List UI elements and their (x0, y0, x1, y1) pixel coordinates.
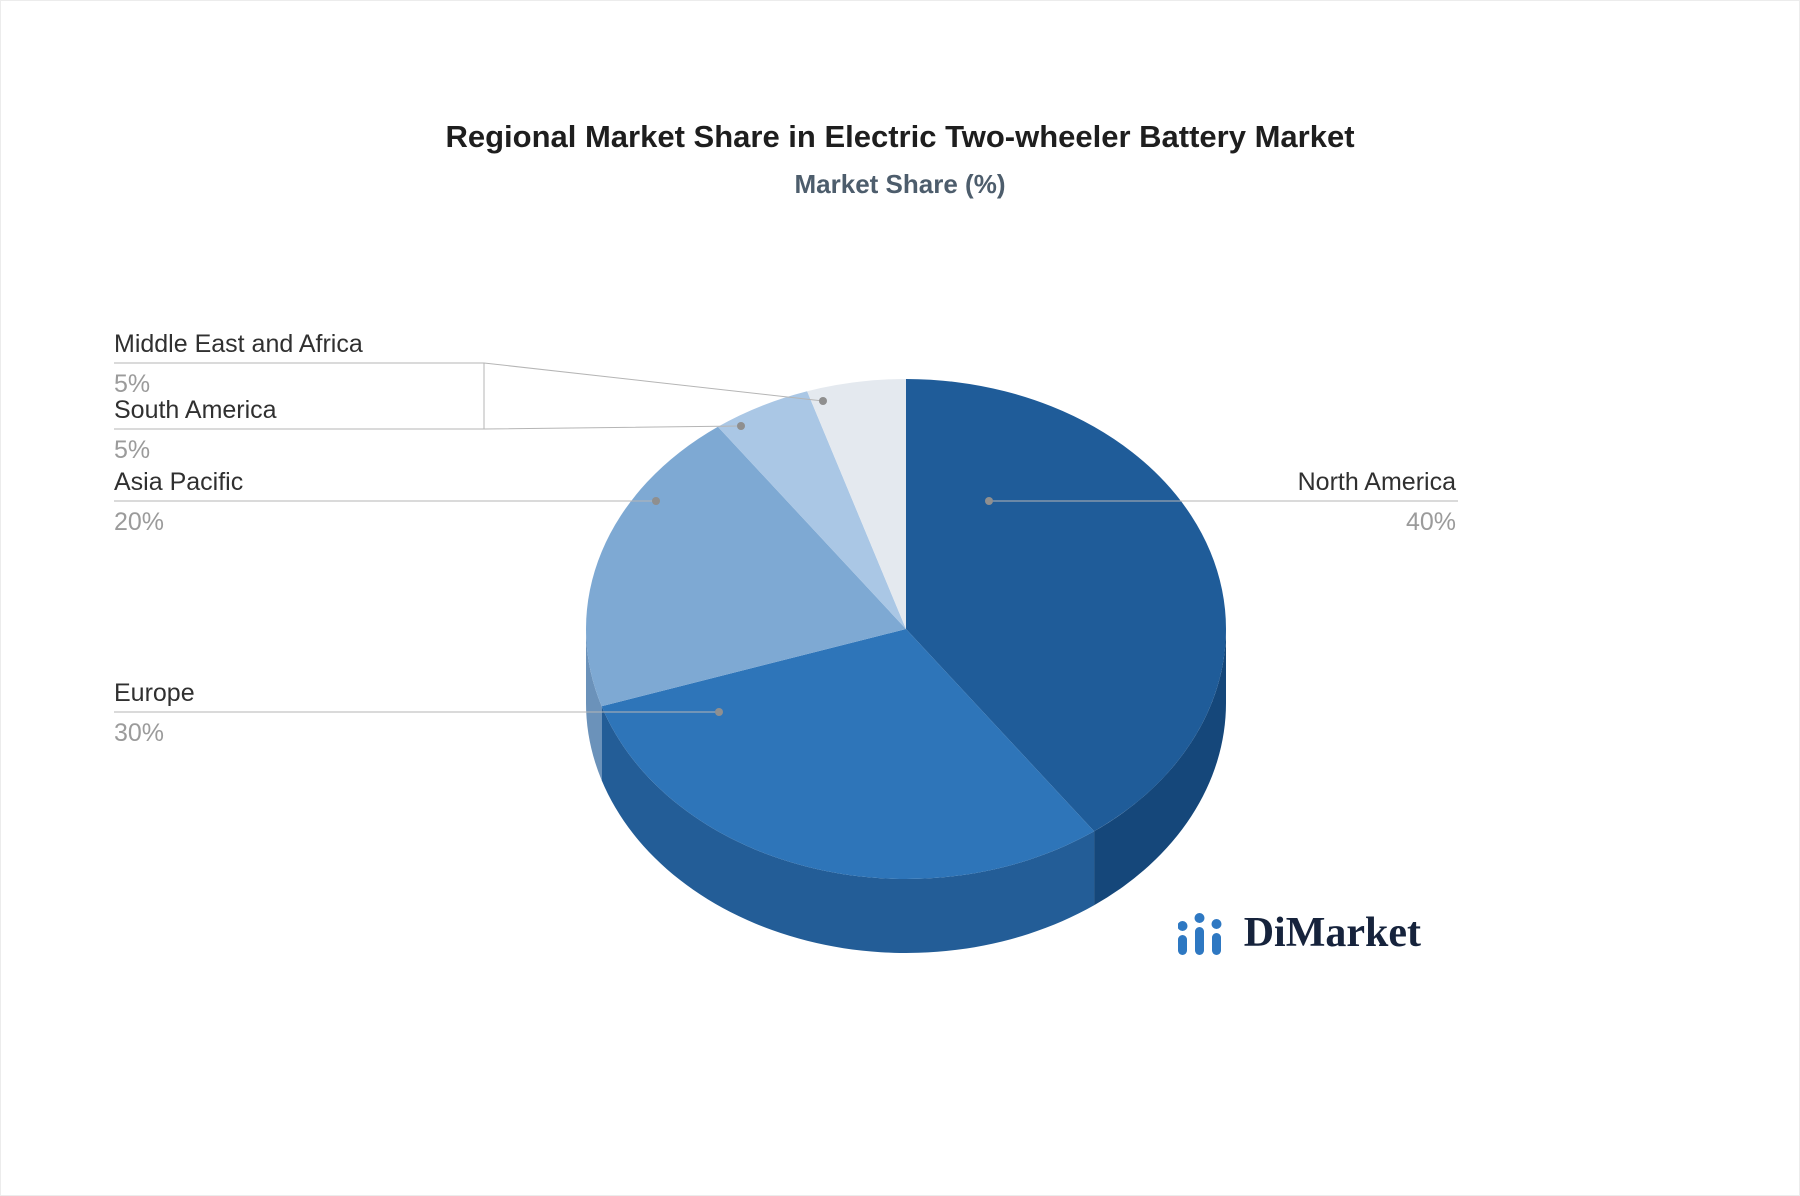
logo-bar (1194, 927, 1204, 955)
slice-label: South America (114, 396, 277, 424)
label-middle-east-and-africa: Middle East and Africa 5% (114, 329, 363, 399)
pie-slice-asia-pacific[interactable] (585, 426, 906, 707)
label-connector-dot (819, 397, 827, 405)
label-connector-dot (715, 708, 723, 716)
slice-label: North America (1297, 468, 1456, 496)
logo-dot (1194, 913, 1205, 923)
label-connector-line (114, 362, 824, 402)
slice-value: 40% (1405, 508, 1456, 536)
logo-bar (1177, 935, 1187, 955)
pie-slice-side (586, 629, 602, 781)
pie-slice-side (1094, 629, 1226, 906)
slice-value: 5% (114, 436, 151, 464)
dimarket-logo-text: DiMarket (1243, 910, 1421, 956)
pie-slice-middle-east-and-africa[interactable] (807, 379, 906, 629)
slice-label: Middle East and Africa (114, 330, 363, 358)
logo-dot (1177, 921, 1188, 931)
label-south-america: South America 5% (114, 395, 277, 465)
label-connector-dot (985, 497, 993, 505)
label-north-america: North America 40% (1298, 467, 1456, 537)
pie-slice-side (601, 706, 1095, 954)
slice-value: 5% (114, 370, 151, 398)
pie-slice-europe[interactable] (601, 629, 1095, 880)
label-connector-line (114, 425, 742, 430)
label-connector-dot (652, 497, 660, 505)
label-connector-dot (737, 422, 745, 430)
pie-slice-south-america[interactable] (717, 391, 906, 629)
chart-subtitle: Market Share (%) (794, 169, 1006, 199)
slice-label: Europe (114, 679, 195, 707)
dimarket-logo: DiMarket (1177, 907, 1421, 959)
logo-dot (1211, 919, 1222, 929)
logo-bar (1211, 933, 1221, 955)
bar-chart-icon (1177, 913, 1222, 955)
label-asia-pacific: Asia Pacific 20% (114, 467, 243, 537)
slice-label: Asia Pacific (114, 468, 244, 496)
label-europe: Europe 30% (114, 678, 195, 748)
slice-value: 30% (114, 719, 165, 747)
chart-title: Regional Market Share in Electric Two-wh… (445, 119, 1355, 154)
pie-slice-north-america[interactable] (906, 379, 1227, 832)
slice-value: 20% (114, 508, 165, 536)
